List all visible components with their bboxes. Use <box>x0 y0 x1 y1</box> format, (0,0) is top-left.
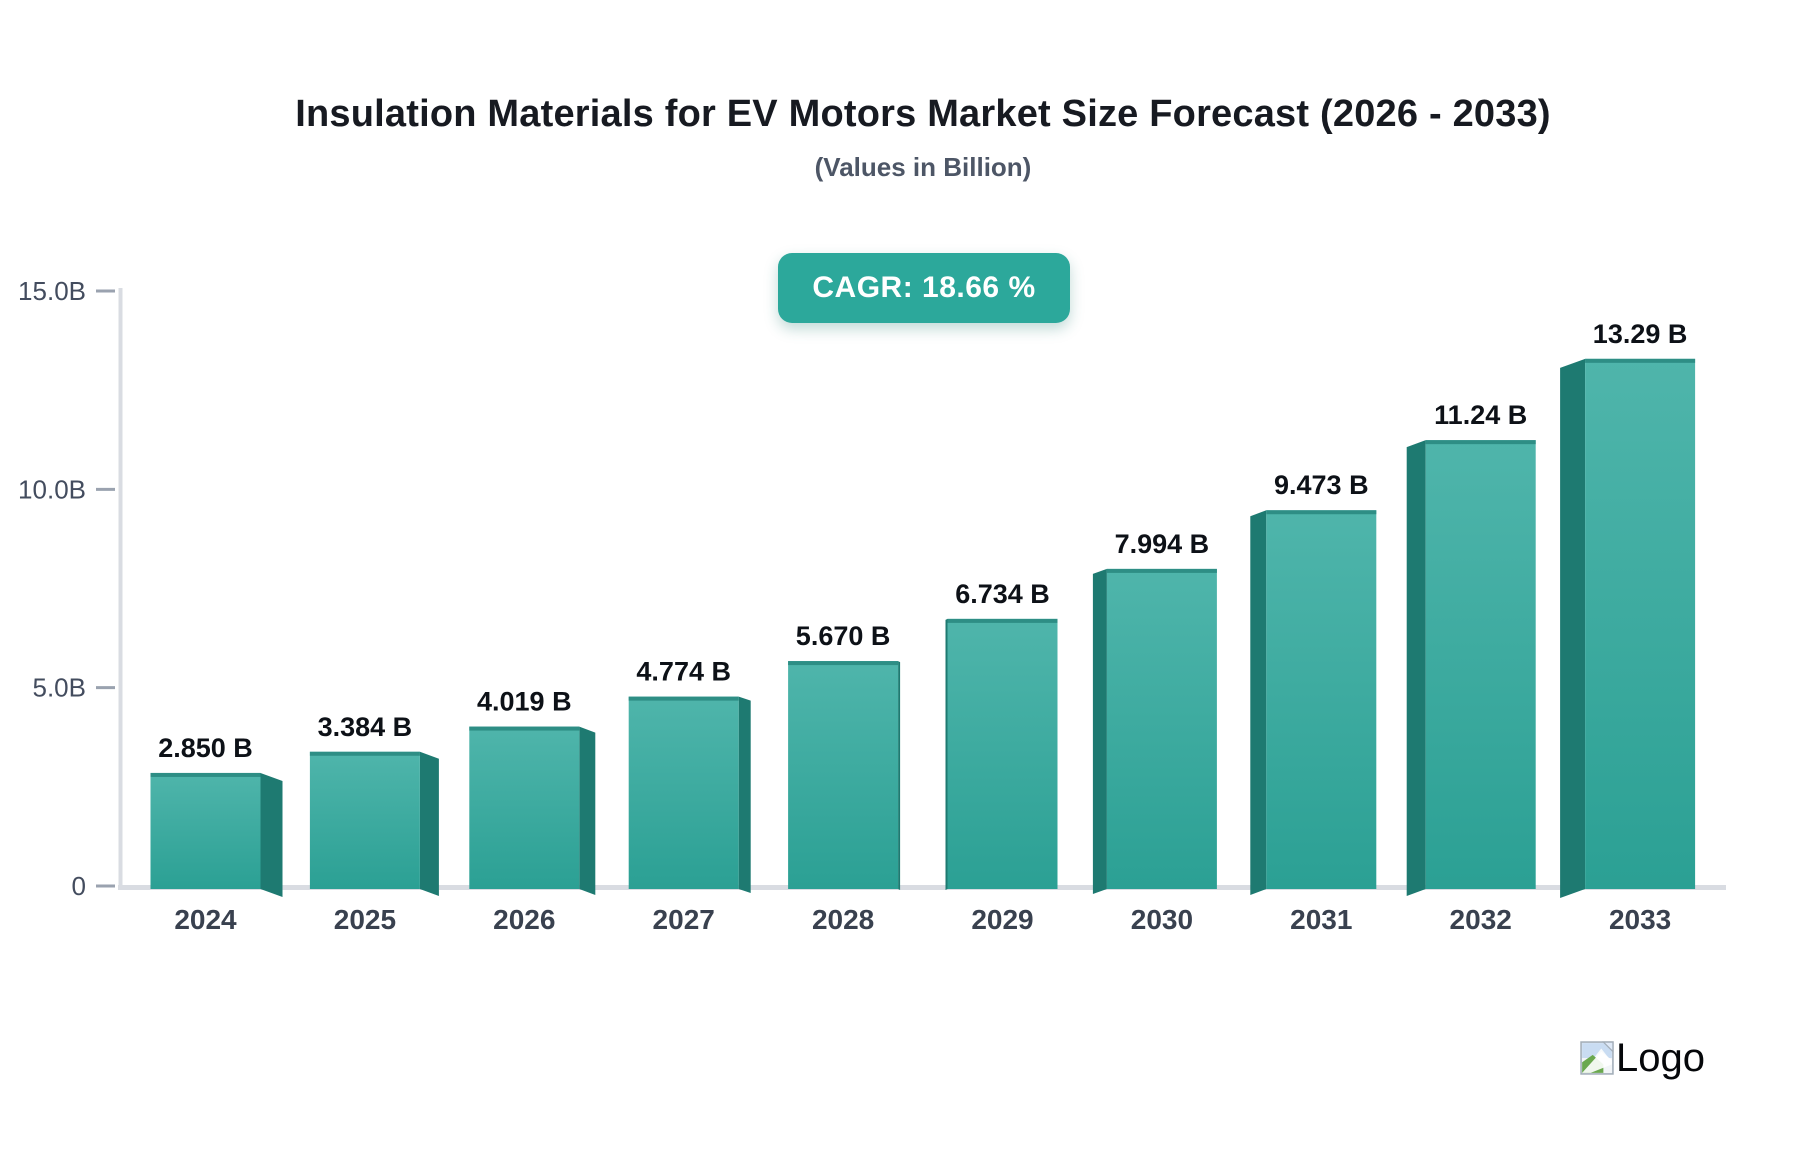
bar-top-edge <box>788 661 899 666</box>
bar-front-face <box>469 726 580 889</box>
bar-value-label: 4.019 B <box>477 687 572 717</box>
bar-side-face <box>945 618 948 890</box>
logo: Logo <box>1580 1034 1705 1082</box>
y-tick-label: 0 <box>72 871 86 901</box>
bar-side-face <box>579 726 596 895</box>
bar-front-face <box>947 618 1058 889</box>
bar-side-face <box>260 772 283 897</box>
bar-top-edge <box>150 772 261 777</box>
bar-top-edge <box>1425 440 1536 445</box>
x-tick-label: 2024 <box>174 904 237 935</box>
bar-value-label: 2.850 B <box>158 733 253 763</box>
bar-value-label: 6.734 B <box>955 579 1050 609</box>
bar-group-2033[interactable]: 13.29 B <box>1560 319 1696 899</box>
logo-label: Logo <box>1616 1036 1705 1080</box>
x-tick-label: 2027 <box>653 904 715 935</box>
x-tick-label: 2025 <box>334 904 396 935</box>
bar-front-face <box>788 661 899 889</box>
broken-image-icon <box>1580 1041 1614 1075</box>
x-tick-label: 2033 <box>1609 904 1671 935</box>
bar-top-edge <box>947 618 1058 623</box>
x-tick-label: 2030 <box>1131 904 1193 935</box>
bar-group-2025[interactable]: 3.384 B <box>309 712 439 896</box>
bar-value-label: 9.473 B <box>1274 470 1369 500</box>
bar-value-label: 4.774 B <box>636 657 731 687</box>
bar-side-face <box>419 751 439 896</box>
bar-front-face <box>1425 440 1536 889</box>
bar-value-label: 13.29 B <box>1593 319 1688 349</box>
bar-front-face <box>628 696 739 889</box>
bar-group-2024[interactable]: 2.850 B <box>150 733 283 897</box>
bar-top-edge <box>1106 568 1217 573</box>
x-tick-label: 2026 <box>493 904 555 935</box>
x-tick-label: 2029 <box>971 904 1033 935</box>
bar-group-2026[interactable]: 4.019 B <box>469 687 596 895</box>
bar-group-2030[interactable]: 7.994 B <box>1092 529 1217 894</box>
bar-value-label: 5.670 B <box>796 621 891 651</box>
y-tick-label: 5.0B <box>33 673 87 703</box>
bar-front-face <box>309 751 420 889</box>
cagr-badge: CAGR: 18.66 % <box>778 253 1070 323</box>
bar-value-label: 11.24 B <box>1434 400 1527 430</box>
x-tick-label: 2032 <box>1450 904 1512 935</box>
bar-top-edge <box>628 696 739 701</box>
bar-front-face <box>1266 510 1377 889</box>
bar-top-edge <box>1266 510 1377 515</box>
y-tick-label: 10.0B <box>18 474 86 504</box>
bar-side-face <box>1406 440 1426 896</box>
bar-side-face <box>738 696 751 893</box>
bar-top-edge <box>1585 358 1696 363</box>
bar-group-2029[interactable]: 6.734 B <box>945 579 1058 890</box>
bar-side-face <box>898 661 901 890</box>
bar-group-2031[interactable]: 9.473 B <box>1250 470 1377 895</box>
bar-front-face <box>1585 358 1696 890</box>
bar-group-2028[interactable]: 5.670 B <box>788 621 901 890</box>
bar-front-face <box>1106 568 1217 889</box>
bar-side-face <box>1092 568 1107 894</box>
x-tick-label: 2031 <box>1290 904 1352 935</box>
bar-top-edge <box>469 726 580 731</box>
bar-value-label: 3.384 B <box>318 712 413 742</box>
bar-top-edge <box>309 751 420 756</box>
cagr-badge-label: CAGR: 18.66 % <box>812 271 1036 304</box>
bar-front-face <box>150 772 261 889</box>
bar-group-2027[interactable]: 4.774 B <box>628 657 751 893</box>
bar-side-face <box>1560 358 1586 899</box>
x-tick-label: 2028 <box>812 904 874 935</box>
y-tick-label: 15.0B <box>18 276 86 306</box>
bar-side-face <box>1250 510 1267 895</box>
bar-value-label: 7.994 B <box>1115 529 1210 559</box>
bar-group-2032[interactable]: 11.24 B <box>1406 400 1536 896</box>
